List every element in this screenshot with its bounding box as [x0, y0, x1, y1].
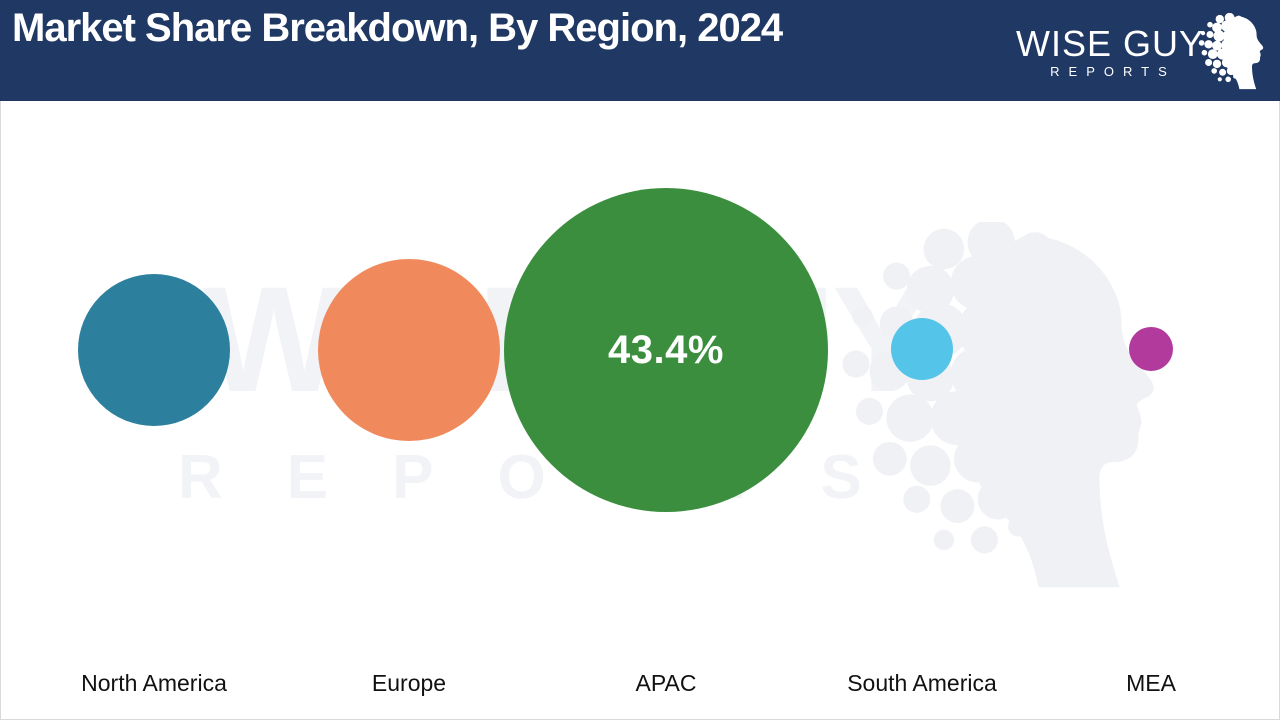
- watermark-head-icon: [842, 222, 1154, 588]
- logo-wordmark: WISE GUY: [1015, 22, 1204, 64]
- page-title: Market Share Breakdown, By Region, 2024: [12, 6, 783, 50]
- watermark-subtitle: REPORTS: [178, 443, 926, 512]
- header-bar: Market Share Breakdown, By Region, 2024 …: [0, 0, 1280, 101]
- brand-logo: WISE GUY REPORTS: [1016, 12, 1266, 92]
- logo-head-icon: [1198, 13, 1264, 90]
- watermark-wordmark: WISE GUY: [203, 255, 932, 423]
- logo-subtitle: REPORTS: [1050, 64, 1176, 80]
